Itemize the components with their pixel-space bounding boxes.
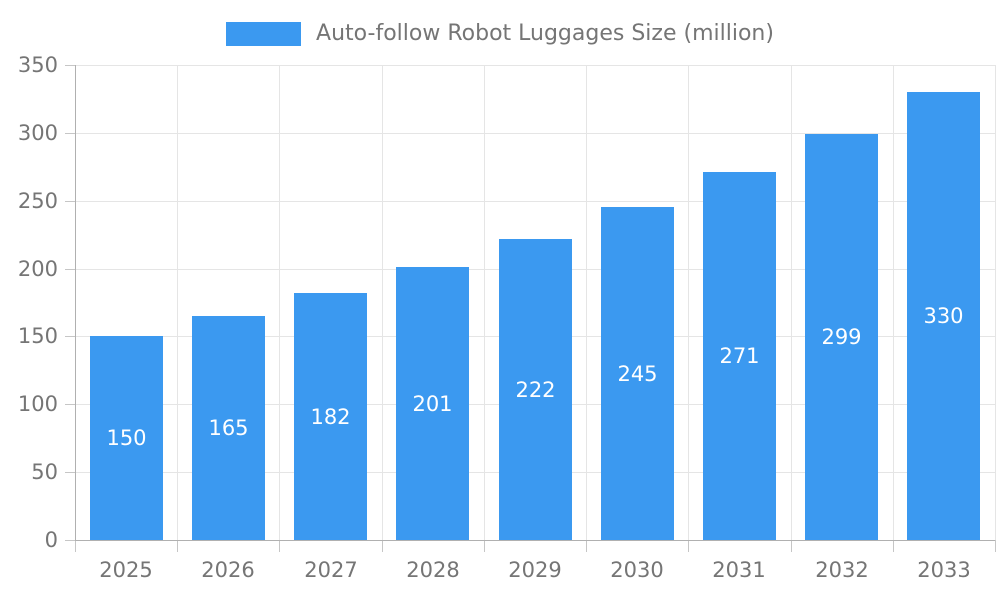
y-axis-tick — [65, 201, 75, 202]
bar[interactable] — [90, 336, 163, 540]
bar[interactable] — [396, 267, 469, 540]
gridline-vertical — [791, 65, 792, 540]
y-axis-tick — [65, 336, 75, 337]
x-axis-label: 2028 — [406, 558, 460, 582]
x-axis-label: 2033 — [917, 558, 971, 582]
y-axis-tick — [65, 269, 75, 270]
x-axis-label: 2032 — [815, 558, 869, 582]
x-axis-tick — [484, 540, 485, 552]
gridline-vertical — [484, 65, 485, 540]
y-axis-label: 0 — [44, 528, 58, 552]
bar[interactable] — [294, 293, 367, 540]
gridline-vertical — [177, 65, 178, 540]
x-axis-line — [75, 540, 995, 541]
y-axis-tick — [65, 133, 75, 134]
gridline-vertical — [586, 65, 587, 540]
x-axis-label: 2025 — [99, 558, 153, 582]
x-axis-label: 2027 — [304, 558, 358, 582]
x-axis-tick — [382, 540, 383, 552]
y-axis-tick — [65, 540, 75, 541]
y-axis-line — [75, 65, 76, 540]
x-axis-label: 2029 — [508, 558, 562, 582]
x-axis-tick — [995, 540, 996, 552]
bar[interactable] — [601, 207, 674, 540]
gridline-vertical — [893, 65, 894, 540]
y-axis-label: 150 — [17, 324, 58, 348]
y-axis-tick — [65, 65, 75, 66]
y-axis-label: 250 — [17, 189, 58, 213]
x-axis-tick — [586, 540, 587, 552]
y-axis-tick — [65, 404, 75, 405]
gridline-horizontal — [75, 65, 995, 66]
y-axis-label: 350 — [17, 53, 58, 77]
bar[interactable] — [703, 172, 776, 540]
y-axis-label: 200 — [17, 257, 58, 281]
x-axis-label: 2031 — [712, 558, 766, 582]
x-axis-tick — [177, 540, 178, 552]
x-axis-label: 2026 — [201, 558, 255, 582]
bar[interactable] — [499, 239, 572, 540]
bar[interactable] — [192, 316, 265, 540]
gridline-vertical — [995, 65, 996, 540]
y-axis-tick — [65, 472, 75, 473]
bar[interactable] — [805, 134, 878, 540]
y-axis-label: 100 — [17, 392, 58, 416]
gridline-vertical — [279, 65, 280, 540]
x-axis-tick — [688, 540, 689, 552]
gridline-vertical — [688, 65, 689, 540]
y-axis-label: 50 — [31, 460, 58, 484]
legend-item[interactable]: Auto-follow Robot Luggages Size (million… — [0, 20, 1000, 48]
x-axis-label: 2030 — [610, 558, 664, 582]
x-axis-tick — [893, 540, 894, 552]
gridline-vertical — [382, 65, 383, 540]
x-axis-tick — [791, 540, 792, 552]
y-axis-label: 300 — [17, 121, 58, 145]
legend-label: Auto-follow Robot Luggages Size (million… — [316, 21, 774, 46]
x-axis-tick — [279, 540, 280, 552]
x-axis-tick — [75, 540, 76, 552]
legend-swatch-icon — [226, 22, 302, 46]
bar[interactable] — [907, 92, 980, 540]
